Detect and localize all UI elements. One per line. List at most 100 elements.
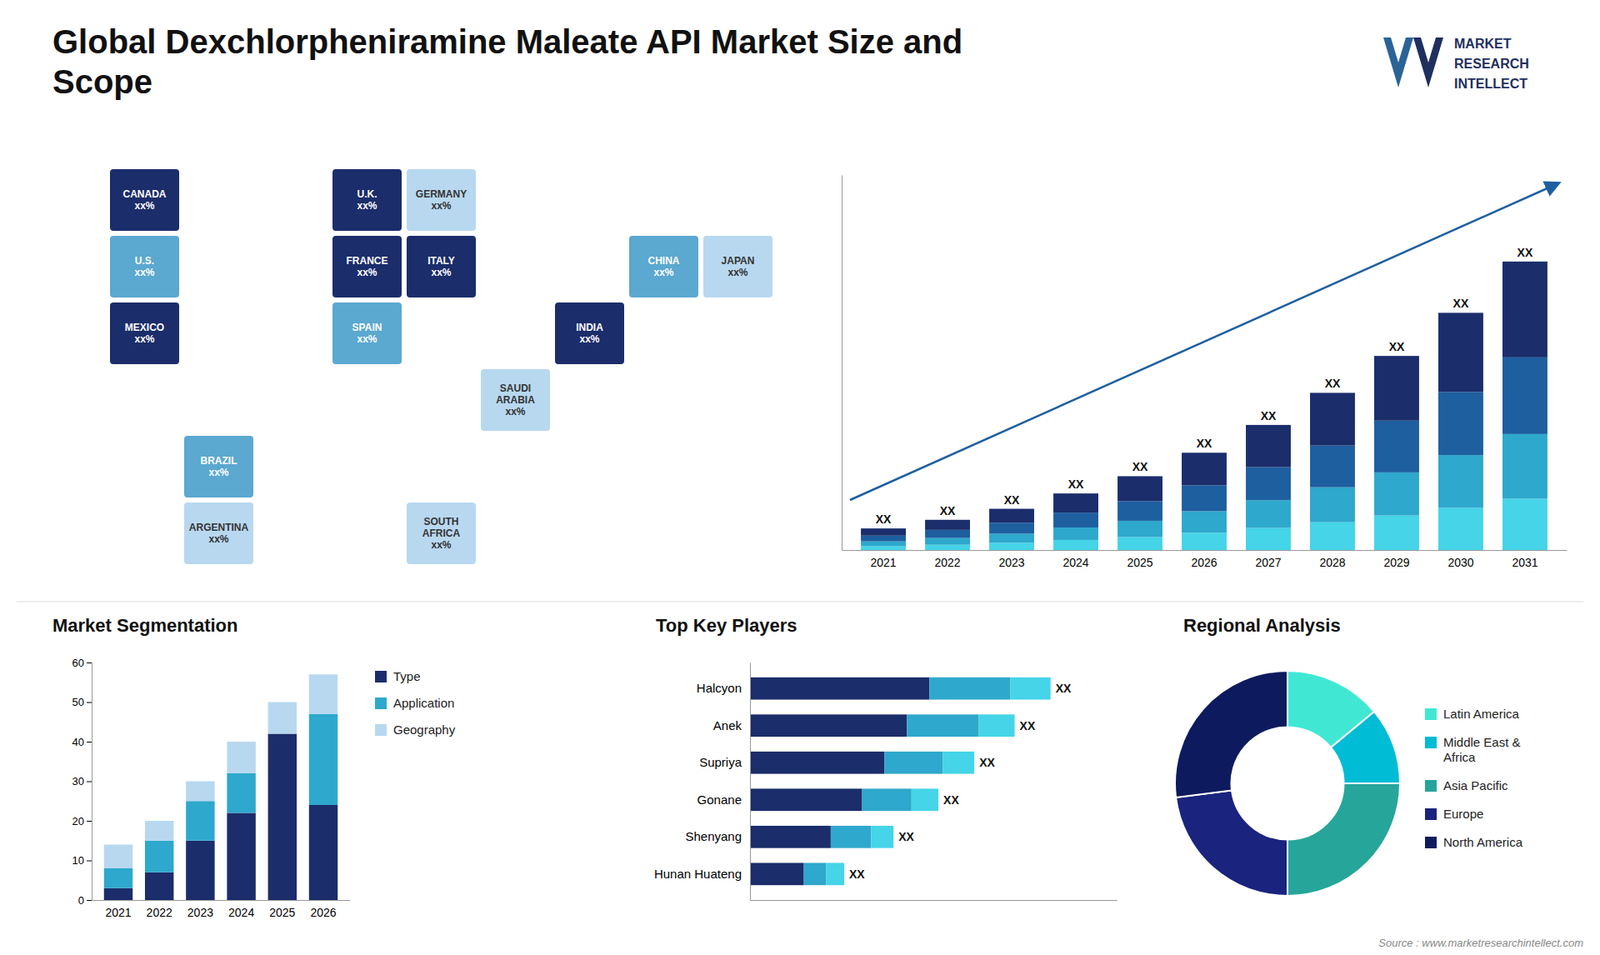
text-line: U.K. xyxy=(357,188,378,200)
map-tile xyxy=(480,369,550,431)
tick-label: 2024 xyxy=(228,905,255,920)
bar xyxy=(1310,445,1355,488)
tick-label: 30 xyxy=(72,775,85,788)
data-label: XX xyxy=(979,755,995,770)
text-line: xx% xyxy=(430,539,451,551)
data-label: XX xyxy=(1453,296,1470,310)
tick-mark xyxy=(86,741,92,743)
bar xyxy=(1310,392,1355,445)
text-line: ITALY xyxy=(427,255,455,267)
bar xyxy=(911,788,939,811)
tick: 20 xyxy=(72,815,92,828)
map-label: INDIAxx% xyxy=(575,321,604,345)
map-tile xyxy=(332,169,402,231)
tick-label: 10 xyxy=(72,854,85,867)
bar xyxy=(1245,500,1291,528)
map-label: SPAINxx% xyxy=(352,321,383,345)
map-tile xyxy=(703,235,773,298)
tick-mark xyxy=(86,662,92,664)
bar xyxy=(830,825,871,849)
data-label: XX xyxy=(1004,493,1020,507)
legend-swatch xyxy=(1425,708,1437,720)
value-axis: 0102030405060 xyxy=(72,656,93,907)
text-line: U.S. xyxy=(135,255,155,267)
bar xyxy=(750,788,863,811)
bar xyxy=(989,509,1035,524)
bar xyxy=(104,845,133,870)
tick-label: 2025 xyxy=(1126,555,1153,570)
bar xyxy=(925,530,970,539)
map-tile xyxy=(184,435,254,498)
bar xyxy=(226,773,255,814)
bar xyxy=(268,734,297,901)
data-label: XX xyxy=(898,830,915,844)
bar xyxy=(1117,520,1163,538)
tick-label: 2025 xyxy=(269,905,295,920)
bar xyxy=(309,714,338,805)
axis-line xyxy=(841,175,843,551)
bar xyxy=(925,520,970,530)
bar xyxy=(1310,522,1355,550)
legend: TypeApplicationGeography xyxy=(375,669,456,737)
chart-title: Regional Analysis xyxy=(1183,615,1341,636)
text-line: CANADA xyxy=(123,188,167,200)
map-tile xyxy=(406,502,476,565)
data-label: XX xyxy=(1389,340,1405,354)
bar xyxy=(1310,487,1355,523)
legend-label: North America xyxy=(1443,835,1524,850)
map-label: JAPANxx% xyxy=(721,255,755,279)
text-line: xx% xyxy=(653,266,674,279)
tick-label: Shenyang xyxy=(685,829,742,844)
text-line: SAUDI xyxy=(500,382,531,395)
data-label: XX xyxy=(1325,376,1341,390)
bar xyxy=(942,751,975,775)
bar xyxy=(1245,467,1291,501)
tick: 2022 xyxy=(146,900,173,920)
tick-label: 2022 xyxy=(146,905,173,920)
legend-label: Geography xyxy=(393,722,456,737)
bar-series xyxy=(104,674,338,869)
tick-mark xyxy=(86,900,92,901)
legend-label: Application xyxy=(393,695,455,710)
data-label: XX xyxy=(1020,719,1036,733)
bar xyxy=(860,535,906,542)
text-line: xx% xyxy=(579,333,600,345)
map-tile xyxy=(110,169,180,231)
text-line: Europe xyxy=(1443,806,1484,821)
bar xyxy=(1438,455,1484,508)
tick-label: 2021 xyxy=(105,905,131,920)
tick: 2024 xyxy=(228,900,255,920)
map-tile xyxy=(332,302,402,365)
category-axis: HalcyonAnekSupriyaGonaneShenyangHunan Hu… xyxy=(654,663,751,901)
value-axis xyxy=(841,175,843,551)
map-label: FRANCExx% xyxy=(346,255,389,279)
bar xyxy=(1245,528,1291,550)
bar xyxy=(1181,452,1227,485)
bar-series xyxy=(104,734,338,901)
tick-label: 2023 xyxy=(998,555,1025,570)
tick: Anek xyxy=(713,718,750,733)
map-tile xyxy=(184,502,254,565)
tick: Hunan Huateng xyxy=(654,866,750,881)
bar-series xyxy=(804,677,1011,885)
tick-label: 2024 xyxy=(1062,555,1089,570)
tick-label: 2022 xyxy=(934,555,960,570)
slice xyxy=(1175,670,1288,798)
map-label: CANADAxx% xyxy=(123,188,167,212)
bar xyxy=(989,522,1035,534)
bar xyxy=(860,528,906,536)
legend-swatch xyxy=(375,697,387,710)
text-line: xx% xyxy=(356,266,377,279)
legend-label: Europe xyxy=(1443,806,1484,821)
text-line: ARABIA xyxy=(495,394,535,406)
bar xyxy=(104,868,133,889)
bar xyxy=(1374,472,1420,516)
annotation: MARKET xyxy=(1454,36,1512,51)
slice xyxy=(1287,783,1400,896)
legend-swatch xyxy=(1425,808,1437,820)
slice xyxy=(1330,711,1400,784)
tick-label: 2021 xyxy=(870,555,896,570)
tick-label: 50 xyxy=(72,695,85,709)
text-line: ARGENTINA xyxy=(189,521,250,534)
tick-mark xyxy=(86,702,92,704)
